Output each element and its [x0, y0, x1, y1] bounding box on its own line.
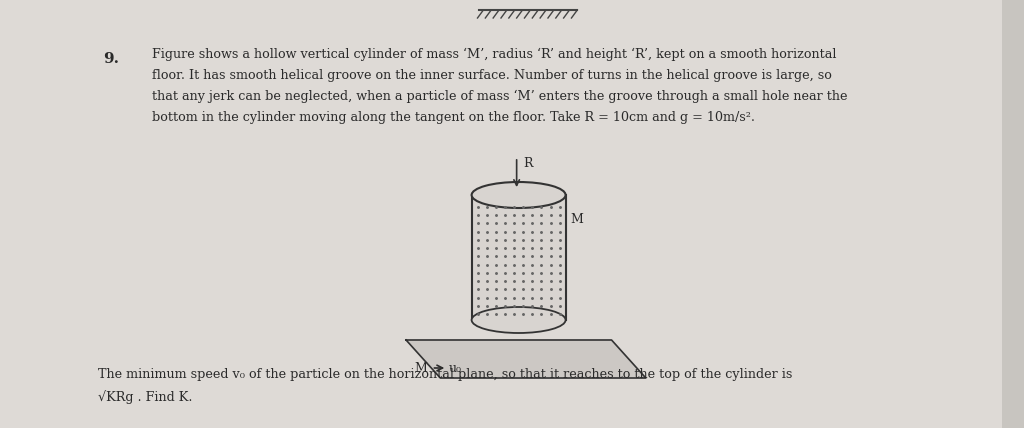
Text: u₀: u₀ — [450, 362, 462, 375]
Polygon shape — [472, 195, 565, 320]
Text: bottom in the cylinder moving along the tangent on the floor. Take R = 10cm and : bottom in the cylinder moving along the … — [152, 111, 755, 124]
Text: Figure shows a hollow vertical cylinder of mass ‘M’, radius ‘R’ and height ‘R’, : Figure shows a hollow vertical cylinder … — [152, 48, 837, 61]
Text: floor. It has smooth helical groove on the inner surface. Number of turns in the: floor. It has smooth helical groove on t… — [152, 69, 831, 82]
Text: that any jerk can be neglected, when a particle of mass ‘M’ enters the groove th: that any jerk can be neglected, when a p… — [152, 90, 847, 103]
Text: √KRg . Find K.: √KRg . Find K. — [98, 390, 193, 404]
FancyBboxPatch shape — [0, 0, 1001, 428]
Text: M: M — [414, 362, 427, 375]
Ellipse shape — [472, 307, 565, 333]
Text: M: M — [570, 213, 584, 226]
Ellipse shape — [472, 182, 565, 208]
Text: 9.: 9. — [102, 52, 119, 66]
Text: R: R — [523, 157, 534, 170]
Text: The minimum speed v₀ of the particle on the horizontal plane, so that it reaches: The minimum speed v₀ of the particle on … — [98, 368, 793, 381]
Polygon shape — [407, 340, 646, 378]
